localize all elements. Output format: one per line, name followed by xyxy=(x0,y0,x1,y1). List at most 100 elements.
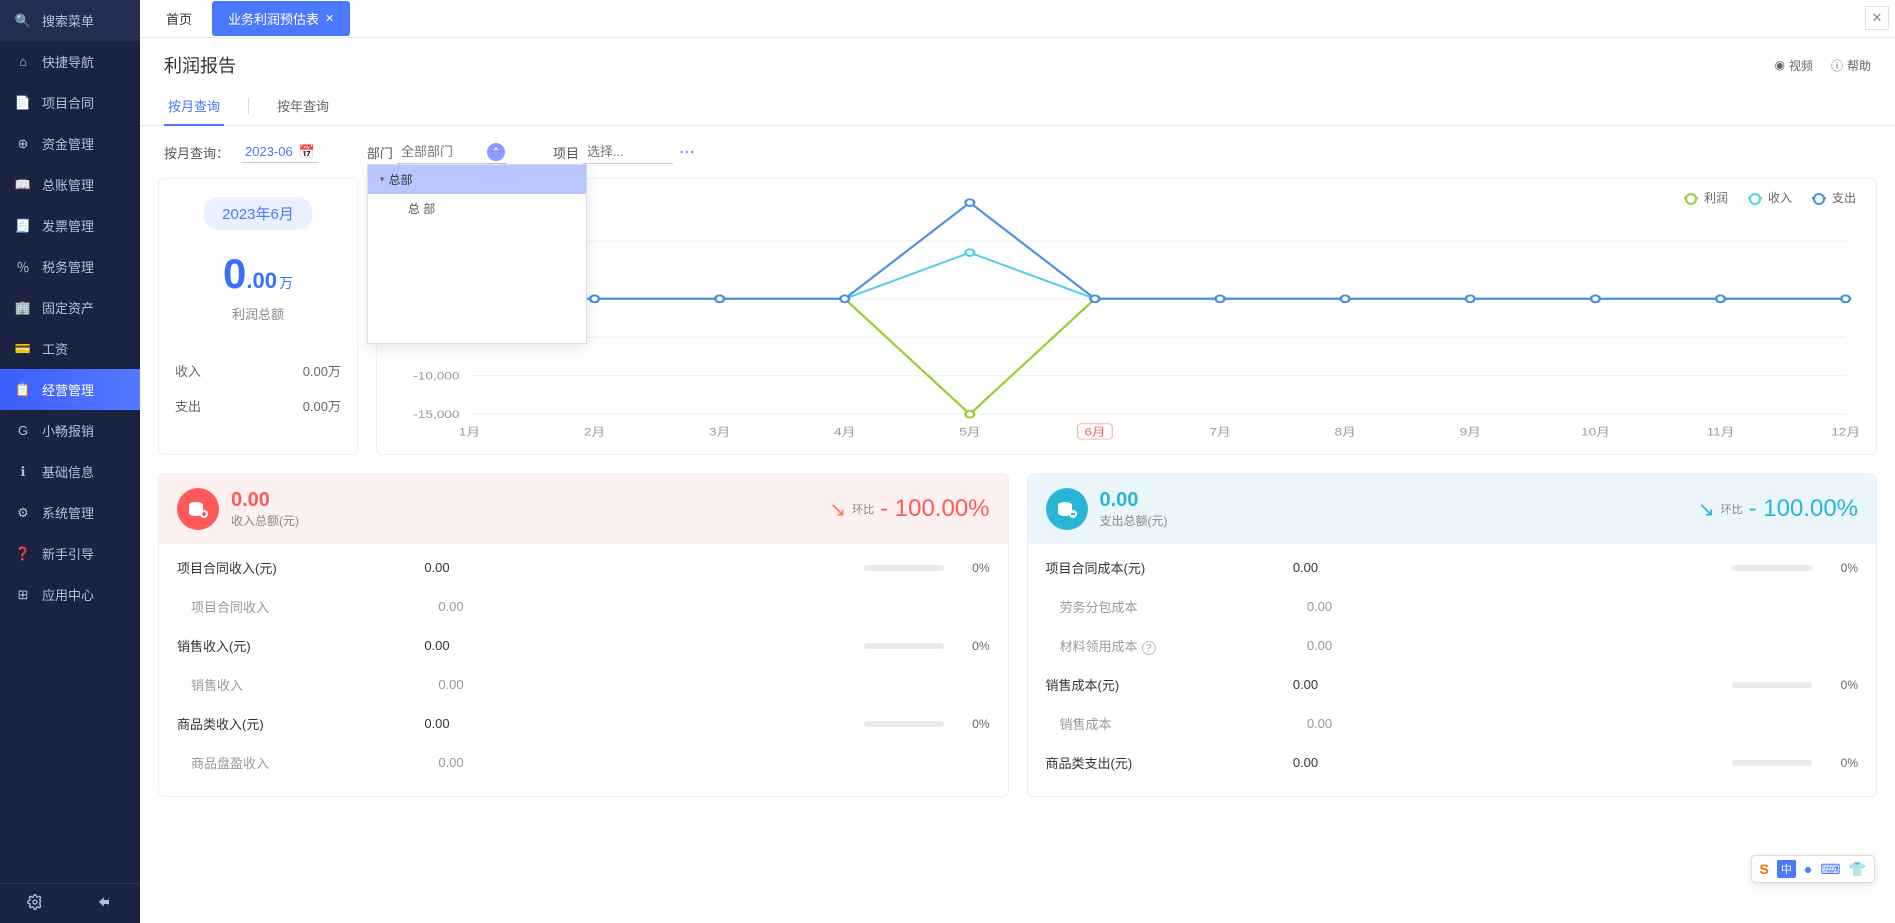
data-row: 销售成本(元)0.000% xyxy=(1046,665,1859,704)
month-picker[interactable]: 2023-06 📅 xyxy=(241,142,319,163)
project-more-button[interactable]: ⋯ xyxy=(679,142,696,162)
svg-text:7月: 7月 xyxy=(1209,426,1230,438)
sidebar-item-label: 资金管理 xyxy=(42,134,94,153)
svg-text:-10,000: -10,000 xyxy=(413,370,459,382)
sidebar-item-doc[interactable]: 📄项目合同 xyxy=(0,82,140,123)
legend-marker-icon xyxy=(1748,197,1762,199)
income-panel: 0.00 收入总额(元) ↘ 环比 - 100.00% 项目合同收入( xyxy=(158,473,1009,797)
sidebar-item-label: 固定资产 xyxy=(42,298,94,317)
chart-legend: 利润 收入 支出 xyxy=(1684,189,1856,206)
dept-select-wrap: 部门 ⌃ ▾总部 总 部 xyxy=(367,140,505,164)
income-total-label: 收入总额(元) xyxy=(231,512,299,529)
sidebar-item-tax[interactable]: ％ 税务管理 xyxy=(0,246,140,287)
profit-total-value: 0.00万 xyxy=(175,250,341,298)
line-chart: 5,0000-5,000-10,000-15,0001月2月3月4月5月6月7月… xyxy=(395,193,1858,443)
sidebar-item-asset[interactable]: 🏢 固定资产 xyxy=(0,287,140,328)
sidebar-item-label: 项目合同 xyxy=(42,93,94,112)
close-all-tabs-button[interactable]: ✕ xyxy=(1865,6,1889,30)
data-row: 材料领用成本?0.00 xyxy=(1046,626,1859,665)
svg-text:12月: 12月 xyxy=(1831,426,1858,438)
trend-down-icon: ↘ xyxy=(829,497,846,522)
tab[interactable]: 业务利润预估表✕ xyxy=(212,1,350,36)
tabs-bar: 首页业务利润预估表✕ ✕ xyxy=(140,0,1895,38)
ime-toolbar[interactable]: S 中 ● ⌨ 👕 xyxy=(1751,855,1875,883)
project-input[interactable] xyxy=(583,140,673,164)
sidebar: 🔍搜索菜单⌂快捷导航📄项目合同⊕资金管理📖总账管理🧾发票管理 ％ 税务管理 🏢 固定资产… xyxy=(0,0,140,923)
summary-income-row: 收入0.00万 xyxy=(175,353,341,388)
legend-item[interactable]: 支出 xyxy=(1812,189,1856,206)
subtab-year[interactable]: 按年查询 xyxy=(273,86,333,125)
filters-row: 按月查询： 2023-06 📅 部门 ⌃ ▾总部 总 部 项目 ⋯ xyxy=(140,126,1895,178)
invoice-icon: 🧾 xyxy=(14,217,32,235)
profit-total-label: 利润总额 xyxy=(175,304,341,323)
sidebar-item-label: 快捷导航 xyxy=(42,52,94,71)
sidebar-item-home[interactable]: ⌂快捷导航 xyxy=(0,41,140,82)
expense-hb-value: - 100.00% xyxy=(1749,495,1858,523)
sidebar-item-wage[interactable]: 💳工资 xyxy=(0,328,140,369)
sidebar-item-label: 基础信息 xyxy=(42,462,94,481)
dept-dropdown-toggle[interactable]: ⌃ xyxy=(487,143,505,161)
dropdown-item[interactable]: ▾总部 xyxy=(368,165,586,194)
svg-text:-15,000: -15,000 xyxy=(413,408,459,420)
expense-panel: 0.00 支出总额(元) ↘ 环比 - 100.00% 项目合同成本( xyxy=(1027,473,1878,797)
book-icon: 📖 xyxy=(14,176,32,194)
progress-bar xyxy=(1732,682,1812,688)
sidebar-item-search[interactable]: 🔍搜索菜单 xyxy=(0,0,140,41)
dept-dropdown: ▾总部 总 部 xyxy=(367,164,587,344)
legend-marker-icon xyxy=(1684,197,1698,199)
expense-total-label: 支出总额(元) xyxy=(1100,512,1168,529)
period-badge: 2023年6月 xyxy=(204,197,312,230)
legend-item[interactable]: 利润 xyxy=(1684,189,1728,206)
calendar-icon: 📅 xyxy=(299,144,315,160)
expense-icon xyxy=(1046,488,1088,530)
ime-mic-icon[interactable]: ● xyxy=(1804,861,1812,877)
svg-text:11月: 11月 xyxy=(1707,426,1735,438)
sidebar-item-info[interactable]: ℹ基础信息 xyxy=(0,451,140,492)
sidebar-item-sys[interactable]: ⚙系统管理 xyxy=(0,492,140,533)
svg-text:2月: 2月 xyxy=(584,426,605,438)
sidebar-item-money[interactable]: ⊕资金管理 xyxy=(0,123,140,164)
sidebar-item-manage[interactable]: 📋经营管理 xyxy=(0,369,140,410)
sub-tabs: 按月查询 按年查询 xyxy=(140,86,1895,126)
sidebar-item-invoice[interactable]: 🧾发票管理 xyxy=(0,205,140,246)
svg-text:10月: 10月 xyxy=(1581,426,1610,438)
svg-text:4月: 4月 xyxy=(834,426,855,438)
income-total-value: 0.00 xyxy=(231,489,299,512)
project-label: 项目 xyxy=(553,143,579,162)
settings-icon[interactable] xyxy=(0,884,70,923)
sidebar-item-guide[interactable]: ❓新手引导 xyxy=(0,533,140,574)
dropdown-item[interactable]: 总 部 xyxy=(368,194,586,223)
data-row: 销售收入0.00 xyxy=(177,665,990,704)
tax-icon: ％ xyxy=(14,258,32,276)
help-link[interactable]: ⓘ 帮助 xyxy=(1831,57,1871,74)
ime-lang-icon[interactable]: 中 xyxy=(1777,860,1796,878)
summary-expense-row: 支出0.00万 xyxy=(175,388,341,423)
asset-icon: 🏢 xyxy=(14,299,32,317)
income-icon xyxy=(177,488,219,530)
main: 首页业务利润预估表✕ ✕ 利润报告 ◉ 视频 ⓘ 帮助 按月查询 按年查询 按月… xyxy=(140,0,1895,923)
collapse-icon[interactable] xyxy=(70,884,140,923)
ime-keyboard-icon[interactable]: ⌨ xyxy=(1820,861,1840,878)
data-row: 商品类支出(元)0.000% xyxy=(1046,743,1859,782)
legend-item[interactable]: 收入 xyxy=(1748,189,1792,206)
tab-close-icon[interactable]: ✕ xyxy=(325,12,334,25)
manage-icon: 📋 xyxy=(14,381,32,399)
sidebar-item-book[interactable]: 📖总账管理 xyxy=(0,164,140,205)
legend-marker-icon xyxy=(1812,197,1826,199)
help-icon[interactable]: ? xyxy=(1142,641,1156,655)
guide-icon: ❓ xyxy=(14,545,32,563)
ime-logo-icon: S xyxy=(1760,861,1769,877)
sidebar-item-g[interactable]: G小畅报销 xyxy=(0,410,140,451)
tab[interactable]: 首页 xyxy=(150,1,208,36)
video-link[interactable]: ◉ 视频 xyxy=(1774,57,1813,74)
svg-text:5月: 5月 xyxy=(959,426,980,438)
sidebar-item-label: 工资 xyxy=(42,339,68,358)
sidebar-item-label: 小畅报销 xyxy=(42,421,94,440)
dept-label: 部门 xyxy=(367,143,393,162)
sidebar-item-label: 搜索菜单 xyxy=(42,11,94,30)
sidebar-item-apps[interactable]: ⊞应用中心 xyxy=(0,574,140,615)
sidebar-item-label: 税务管理 xyxy=(42,257,94,276)
ime-skin-icon[interactable]: 👕 xyxy=(1849,861,1866,878)
subtab-month[interactable]: 按月查询 xyxy=(164,86,224,125)
data-row: 劳务分包成本0.00 xyxy=(1046,587,1859,626)
